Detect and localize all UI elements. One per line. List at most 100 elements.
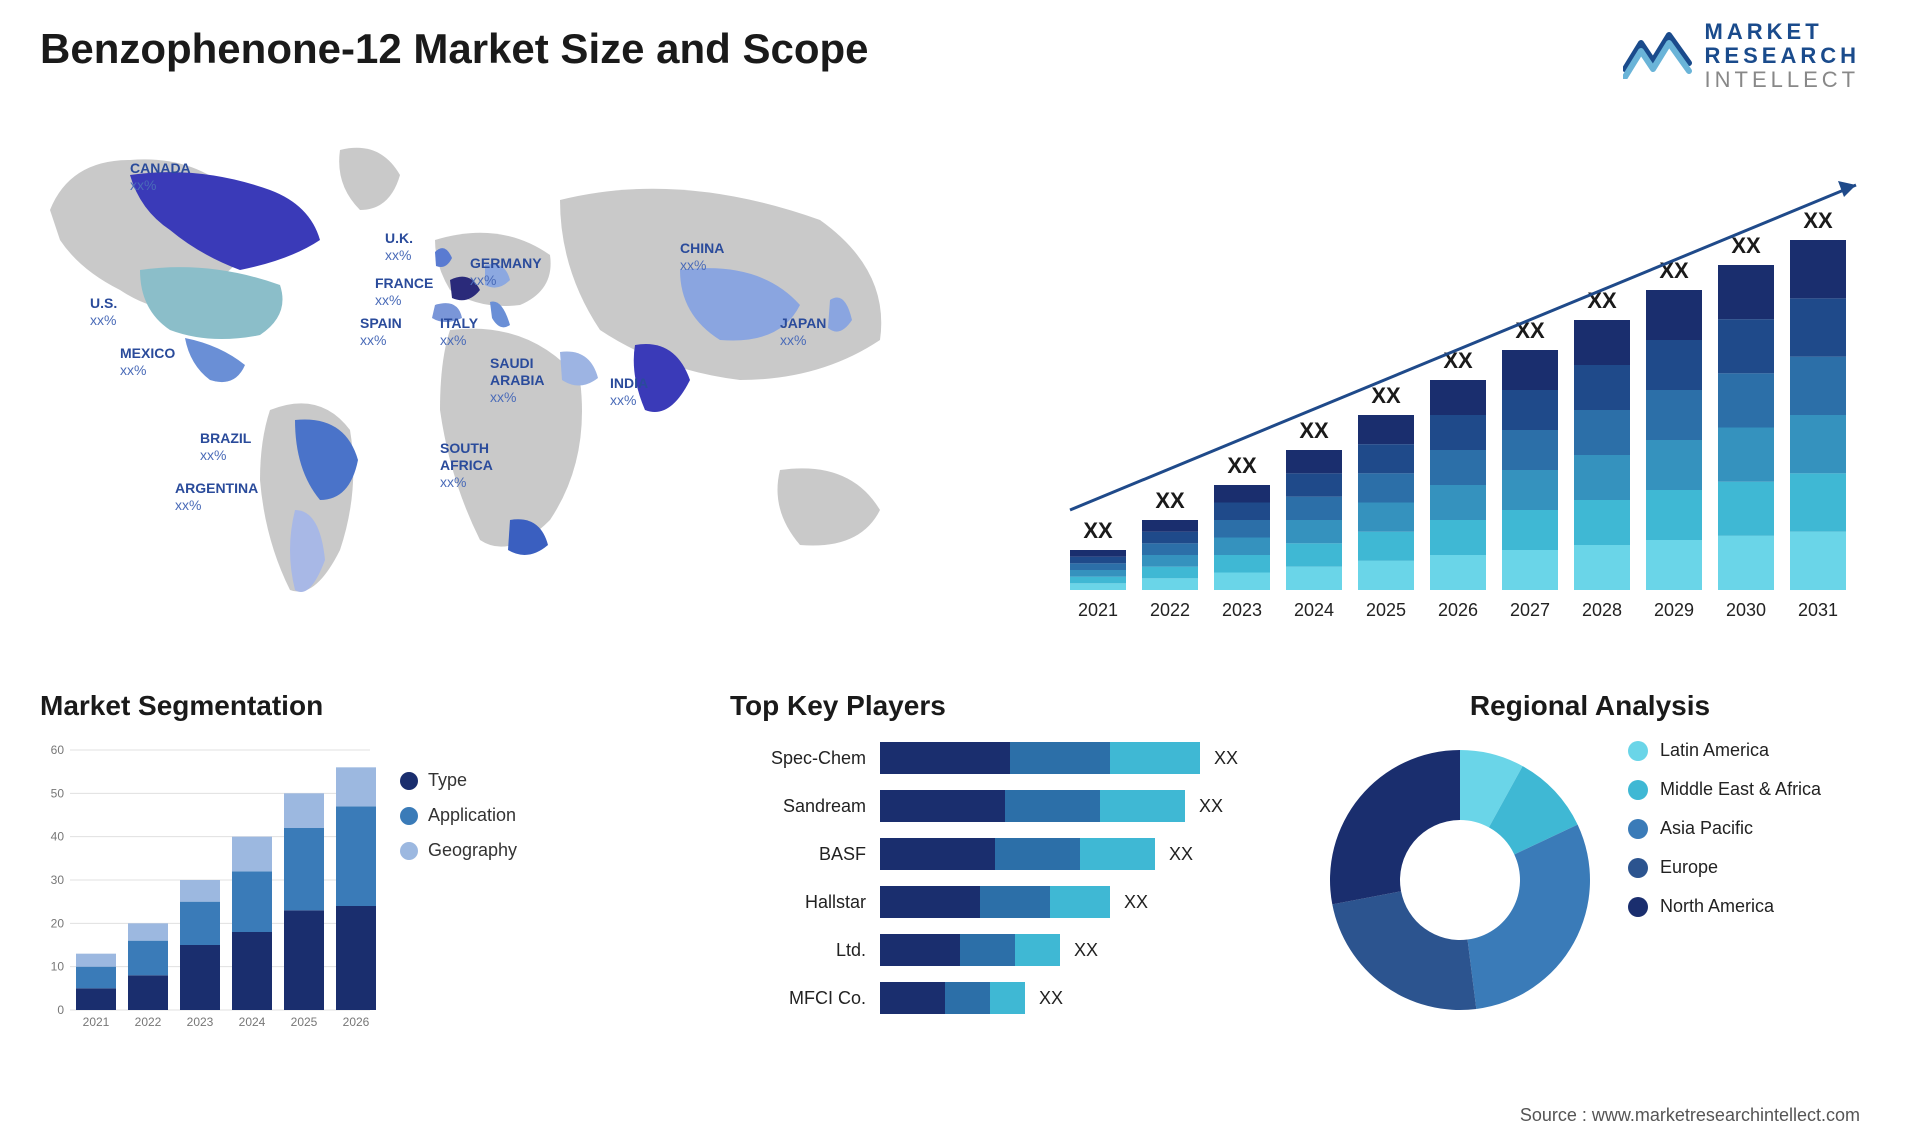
kp-bar	[880, 790, 1185, 822]
svg-text:XX: XX	[1731, 233, 1761, 258]
reg-legend-label: Middle East & Africa	[1660, 779, 1821, 800]
market-segmentation-section: Market Segmentation 01020304050602021202…	[40, 690, 590, 1040]
kp-bar-seg	[990, 982, 1025, 1014]
svg-text:XX: XX	[1299, 418, 1329, 443]
world-map: CANADAxx%U.S.xx%MEXICOxx%BRAZILxx%ARGENT…	[40, 120, 960, 640]
svg-text:0: 0	[57, 1003, 64, 1017]
segmentation-title: Market Segmentation	[40, 690, 590, 722]
kp-bar-seg	[880, 838, 995, 870]
kp-value: XX	[1124, 892, 1148, 913]
kp-bar-seg	[1005, 790, 1100, 822]
kp-name: Spec-Chem	[730, 748, 880, 769]
svg-text:60: 60	[51, 743, 65, 757]
kp-bar-seg	[1015, 934, 1060, 966]
swatch-icon	[400, 772, 418, 790]
swatch-icon	[400, 842, 418, 860]
kp-name: MFCI Co.	[730, 988, 880, 1009]
logo-text-2: RESEARCH	[1705, 44, 1860, 68]
svg-text:2021: 2021	[1078, 600, 1118, 620]
swatch-icon	[1628, 780, 1648, 800]
seg-legend-label: Geography	[428, 840, 517, 861]
kp-row-hallstar: HallstarXX	[730, 884, 1290, 920]
kp-bar-seg	[1080, 838, 1155, 870]
regional-donut-svg	[1320, 740, 1600, 1020]
kp-bar-seg	[880, 886, 980, 918]
kp-value: XX	[1074, 940, 1098, 961]
svg-text:30: 30	[51, 873, 65, 887]
map-label-italy: ITALYxx%	[440, 315, 478, 349]
kp-bar-seg	[1100, 790, 1185, 822]
key-players-rows: Spec-ChemXXSandreamXXBASFXXHallstarXXLtd…	[730, 740, 1290, 1016]
svg-text:XX: XX	[1227, 453, 1257, 478]
svg-text:2026: 2026	[343, 1015, 370, 1029]
regional-section: Regional Analysis Latin America Middle Ea…	[1320, 690, 1860, 1020]
map-label-argentina: ARGENTINAxx%	[175, 480, 258, 514]
kp-bar	[880, 934, 1060, 966]
kp-bar-seg	[880, 934, 960, 966]
map-label-mexico: MEXICOxx%	[120, 345, 175, 379]
page-title: Benzophenone-12 Market Size and Scope	[40, 25, 869, 73]
map-label-india: INDIAxx%	[610, 375, 648, 409]
map-label-germany: GERMANYxx%	[470, 255, 542, 289]
reg-legend-europe: Europe	[1628, 857, 1821, 878]
swatch-icon	[400, 807, 418, 825]
kp-bar	[880, 982, 1025, 1014]
kp-bar	[880, 742, 1200, 774]
kp-value: XX	[1199, 796, 1223, 817]
map-label-u-k-: U.K.xx%	[385, 230, 413, 264]
svg-text:2030: 2030	[1726, 600, 1766, 620]
svg-text:2021: 2021	[83, 1015, 110, 1029]
svg-text:XX: XX	[1587, 288, 1617, 313]
key-players-section: Top Key Players Spec-ChemXXSandreamXXBAS…	[730, 690, 1290, 1028]
svg-text:2027: 2027	[1510, 600, 1550, 620]
svg-text:XX: XX	[1155, 488, 1185, 513]
reg-legend-label: North America	[1660, 896, 1774, 917]
svg-text:20: 20	[51, 916, 65, 930]
svg-text:2022: 2022	[135, 1015, 162, 1029]
reg-legend-label: Latin America	[1660, 740, 1769, 761]
regional-legend: Latin America Middle East & Africa Asia Pa…	[1628, 740, 1821, 935]
growth-chart-svg: XX 2021 XX 2022 XX 2023 XX 2024 XX 2025 XX 2026 XX 20…	[1040, 120, 1860, 640]
seg-legend-application: Application	[400, 805, 517, 826]
growth-chart: XX 2021 XX 2022 XX 2023 XX 2024 XX 2025 XX 2026 XX 20…	[1040, 120, 1860, 640]
kp-bar-seg	[880, 982, 945, 1014]
kp-value: XX	[1039, 988, 1063, 1009]
kp-bar-seg	[945, 982, 990, 1014]
regional-title: Regional Analysis	[1320, 690, 1860, 722]
logo-mark-icon	[1623, 29, 1693, 84]
map-label-u-s-: U.S.xx%	[90, 295, 117, 329]
kp-bar-seg	[1110, 742, 1200, 774]
svg-text:2022: 2022	[1150, 600, 1190, 620]
source-label: Source : www.marketresearchintellect.com	[1520, 1105, 1860, 1126]
svg-text:XX: XX	[1515, 318, 1545, 343]
svg-text:2023: 2023	[1222, 600, 1262, 620]
svg-text:2026: 2026	[1438, 600, 1478, 620]
svg-text:2024: 2024	[1294, 600, 1334, 620]
seg-legend-label: Type	[428, 770, 467, 791]
svg-text:2025: 2025	[291, 1015, 318, 1029]
svg-text:50: 50	[51, 786, 65, 800]
brand-logo: MARKET RESEARCH INTELLECT	[1623, 20, 1860, 93]
reg-legend-middle-east-africa: Middle East & Africa	[1628, 779, 1821, 800]
svg-text:2029: 2029	[1654, 600, 1694, 620]
kp-bar-seg	[880, 742, 1010, 774]
kp-value: XX	[1214, 748, 1238, 769]
svg-text:XX: XX	[1803, 208, 1833, 233]
swatch-icon	[1628, 819, 1648, 839]
map-label-canada: CANADAxx%	[130, 160, 191, 194]
kp-bar-seg	[995, 838, 1080, 870]
map-label-china: CHINAxx%	[680, 240, 724, 274]
svg-text:2031: 2031	[1798, 600, 1838, 620]
svg-text:40: 40	[51, 830, 65, 844]
svg-text:XX: XX	[1371, 383, 1401, 408]
svg-text:XX: XX	[1443, 348, 1473, 373]
kp-row-spec-chem: Spec-Chem XX	[730, 740, 1290, 776]
svg-text:2025: 2025	[1366, 600, 1406, 620]
kp-bar-seg	[880, 790, 1005, 822]
kp-bar-seg	[960, 934, 1015, 966]
kp-bar-seg	[1010, 742, 1110, 774]
reg-legend-asia-pacific: Asia Pacific	[1628, 818, 1821, 839]
reg-legend-latin-america: Latin America	[1628, 740, 1821, 761]
svg-text:2024: 2024	[239, 1015, 266, 1029]
kp-bar	[880, 886, 1110, 918]
